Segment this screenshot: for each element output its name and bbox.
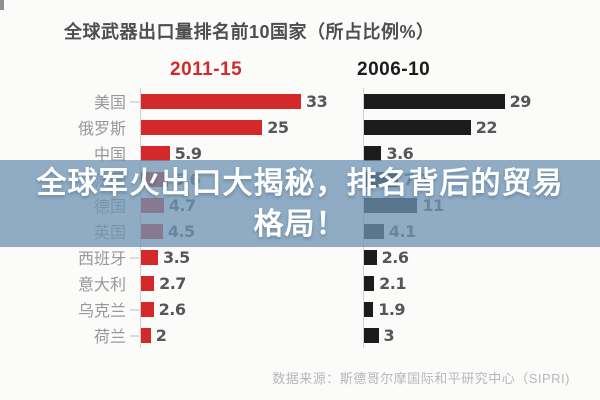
zone-2011-15: 2 bbox=[140, 322, 363, 348]
zone-2006-10: 29 bbox=[363, 88, 600, 114]
leader-dash bbox=[130, 101, 139, 103]
zone-2011-15: 25 bbox=[140, 114, 363, 140]
source-note: 数据来源：斯德哥尔摩国际和平研究中心（SIPRI) bbox=[272, 371, 570, 386]
value-label: 2.7 bbox=[159, 273, 186, 293]
bar-2011-15 bbox=[141, 119, 263, 135]
chart-row: 荷兰 2 3 bbox=[0, 322, 600, 348]
chart-title: 全球武器出口量排名前10国家（所占比例%） bbox=[64, 22, 435, 42]
chart-row: 中国 5.9 3.6 bbox=[0, 140, 600, 166]
country-label: 意大利 bbox=[77, 277, 126, 294]
bar-2011-15 bbox=[141, 93, 302, 109]
bar-2011-15 bbox=[141, 249, 158, 265]
value-label: 3.5 bbox=[162, 247, 190, 267]
bar-2011-15 bbox=[141, 327, 151, 343]
value-label: 2 bbox=[155, 325, 167, 345]
overlay-banner: 全球军火出口大揭秘，排名背后的贸易 格局！ bbox=[0, 160, 600, 247]
value-label: 33 bbox=[306, 91, 328, 111]
value-label: 1.9 bbox=[378, 299, 406, 319]
bar-2011-15 bbox=[141, 301, 154, 317]
bar-2006-10 bbox=[364, 145, 382, 161]
chart-row: 意大利 2.7 2.1 bbox=[0, 270, 600, 296]
corner-artifact bbox=[0, 0, 4, 10]
value-label: 22 bbox=[475, 117, 498, 137]
value-label: 5.9 bbox=[174, 143, 202, 163]
country-label: 俄罗斯 bbox=[77, 121, 126, 138]
zone-2011-15: 2.6 bbox=[140, 296, 363, 322]
zone-2006-10: 3.6 bbox=[363, 140, 600, 166]
country-label: 美国 bbox=[93, 95, 126, 112]
leader-dash bbox=[130, 335, 139, 337]
country-label: 西班牙 bbox=[77, 251, 126, 268]
zone-2011-15: 5.9 bbox=[140, 140, 363, 166]
zone-2006-10: 1.9 bbox=[363, 296, 600, 322]
zone-2011-15: 3.5 bbox=[140, 244, 363, 270]
bar-2006-10 bbox=[364, 327, 379, 343]
bar-2006-10 bbox=[364, 249, 377, 265]
value-label: 25 bbox=[267, 117, 289, 137]
bar-2006-10 bbox=[364, 301, 374, 317]
value-label: 3 bbox=[383, 325, 395, 345]
bar-2011-15 bbox=[141, 145, 170, 161]
zone-2011-15: 2.7 bbox=[140, 270, 363, 296]
chart-row: 俄罗斯 25 22 bbox=[0, 114, 600, 140]
chart-row: 乌克兰 2.6 1.9 bbox=[0, 296, 600, 322]
zone-2006-10: 2.6 bbox=[363, 244, 600, 270]
value-label: 2.6 bbox=[381, 247, 409, 267]
zone-2006-10: 3 bbox=[363, 322, 600, 348]
series-headers: 2011-15 2006-10 bbox=[0, 59, 600, 81]
zone-2006-10: 2.1 bbox=[363, 270, 600, 296]
series-header-2011-15: 2011-15 bbox=[170, 59, 243, 80]
country-label: 中国 bbox=[93, 147, 126, 164]
zone-2006-10: 22 bbox=[363, 114, 600, 140]
series-header-2006-10: 2006-10 bbox=[357, 59, 431, 80]
bar-2011-15 bbox=[141, 275, 155, 291]
value-label: 2.1 bbox=[379, 273, 407, 293]
banner-text-line2: 格局！ bbox=[253, 208, 347, 241]
leader-dash bbox=[130, 309, 139, 311]
country-label: 乌克兰 bbox=[77, 303, 126, 320]
banner-text-line1: 全球军火出口大揭秘，排名背后的贸易 bbox=[36, 167, 564, 200]
value-label: 2.6 bbox=[158, 299, 186, 319]
zone-2011-15: 33 bbox=[140, 88, 363, 114]
chart-row: 美国 33 29 bbox=[0, 88, 600, 114]
bar-2006-10 bbox=[364, 119, 471, 135]
chart-row: 西班牙 3.5 2.6 bbox=[0, 244, 600, 270]
bar-2006-10 bbox=[364, 275, 375, 291]
country-label: 荷兰 bbox=[93, 329, 126, 346]
value-label: 29 bbox=[509, 91, 532, 111]
leader-dash bbox=[130, 257, 139, 259]
value-label: 3.6 bbox=[386, 143, 414, 163]
bar-2006-10 bbox=[364, 93, 505, 109]
